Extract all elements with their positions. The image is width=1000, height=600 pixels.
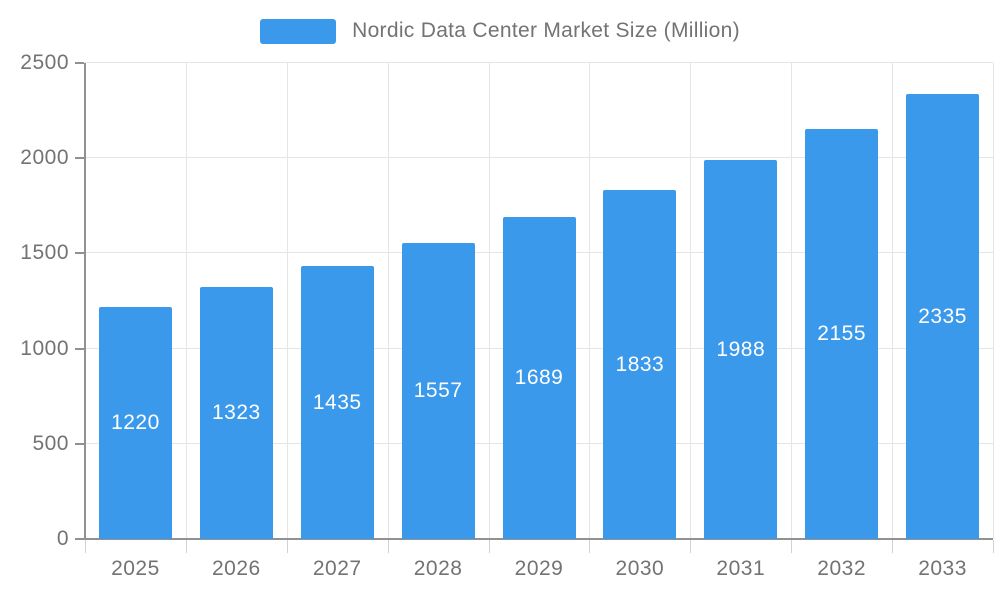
gridline-vertical (993, 63, 994, 539)
x-tick-label-2026: 2026 (211, 557, 261, 580)
bar-2028[interactable] (402, 243, 475, 539)
bar-2025[interactable] (99, 307, 172, 539)
bar-2029[interactable] (503, 217, 576, 539)
x-tick-mark (892, 540, 893, 553)
gridline-vertical (186, 63, 187, 539)
bar-value-label-2030: 1833 (615, 352, 665, 376)
x-tick-mark (589, 540, 590, 553)
bar-2031[interactable] (704, 160, 777, 539)
gridline-horizontal (85, 157, 993, 158)
bar-value-label-2027: 1435 (312, 390, 362, 414)
gridline-horizontal (85, 62, 993, 63)
x-tick-label-2033: 2033 (918, 557, 967, 580)
gridline-vertical (388, 63, 389, 539)
x-tick-label-2030: 2030 (615, 557, 665, 580)
legend-label: Nordic Data Center Market Size (Million) (352, 19, 740, 42)
bar-value-label-2031: 1988 (716, 337, 766, 361)
y-tick-mark (75, 157, 84, 159)
x-tick-label-2028: 2028 (413, 557, 463, 580)
x-tick-label-2025: 2025 (111, 557, 160, 580)
legend[interactable]: Nordic Data Center Market Size (Million) (0, 18, 1000, 44)
bar-2027[interactable] (301, 266, 374, 539)
x-tick-mark (388, 540, 389, 553)
y-tick-mark (75, 348, 84, 350)
x-tick-mark (690, 540, 691, 553)
y-tick-label-0: 0 (56, 527, 69, 550)
bar-value-label-2025: 1220 (111, 411, 160, 434)
gridline-vertical (589, 63, 590, 539)
bar-2033[interactable] (906, 94, 979, 539)
bar-value-label-2029: 1689 (514, 366, 564, 389)
y-tick-label-1000: 1000 (20, 336, 69, 360)
gridline-vertical (489, 63, 490, 539)
y-tick-label-2500: 2500 (20, 51, 69, 74)
x-tick-mark (186, 540, 187, 553)
gridline-vertical (892, 63, 893, 539)
x-tick-mark (287, 540, 288, 553)
y-tick-mark (75, 538, 84, 540)
bar-2032[interactable] (805, 129, 878, 539)
x-tick-label-2031: 2031 (716, 557, 766, 580)
y-tick-label-500: 500 (32, 431, 69, 455)
y-tick-mark (75, 62, 84, 64)
bar-value-label-2028: 1557 (413, 379, 463, 402)
bar-value-label-2033: 2335 (918, 304, 967, 328)
bar-2030[interactable] (603, 190, 676, 539)
x-tick-mark (85, 540, 86, 553)
bar-value-label-2032: 2155 (817, 322, 867, 345)
y-tick-label-1500: 1500 (20, 241, 69, 265)
legend-swatch-icon (260, 18, 337, 44)
bar-value-label-2026: 1323 (211, 401, 261, 424)
bar-2026[interactable] (200, 287, 273, 539)
x-tick-mark (993, 540, 994, 553)
gridline-vertical (690, 63, 691, 539)
x-axis-line (84, 538, 993, 540)
y-tick-mark (75, 443, 84, 445)
y-tick-mark (75, 252, 84, 254)
x-tick-label-2027: 2027 (312, 557, 362, 580)
y-axis-line (84, 63, 86, 539)
gridline-vertical (287, 63, 288, 539)
x-tick-label-2032: 2032 (817, 557, 867, 580)
x-tick-mark (489, 540, 490, 553)
x-tick-label-2029: 2029 (514, 557, 564, 580)
gridline-vertical (791, 63, 792, 539)
y-tick-label-2000: 2000 (20, 146, 69, 170)
x-tick-mark (791, 540, 792, 553)
